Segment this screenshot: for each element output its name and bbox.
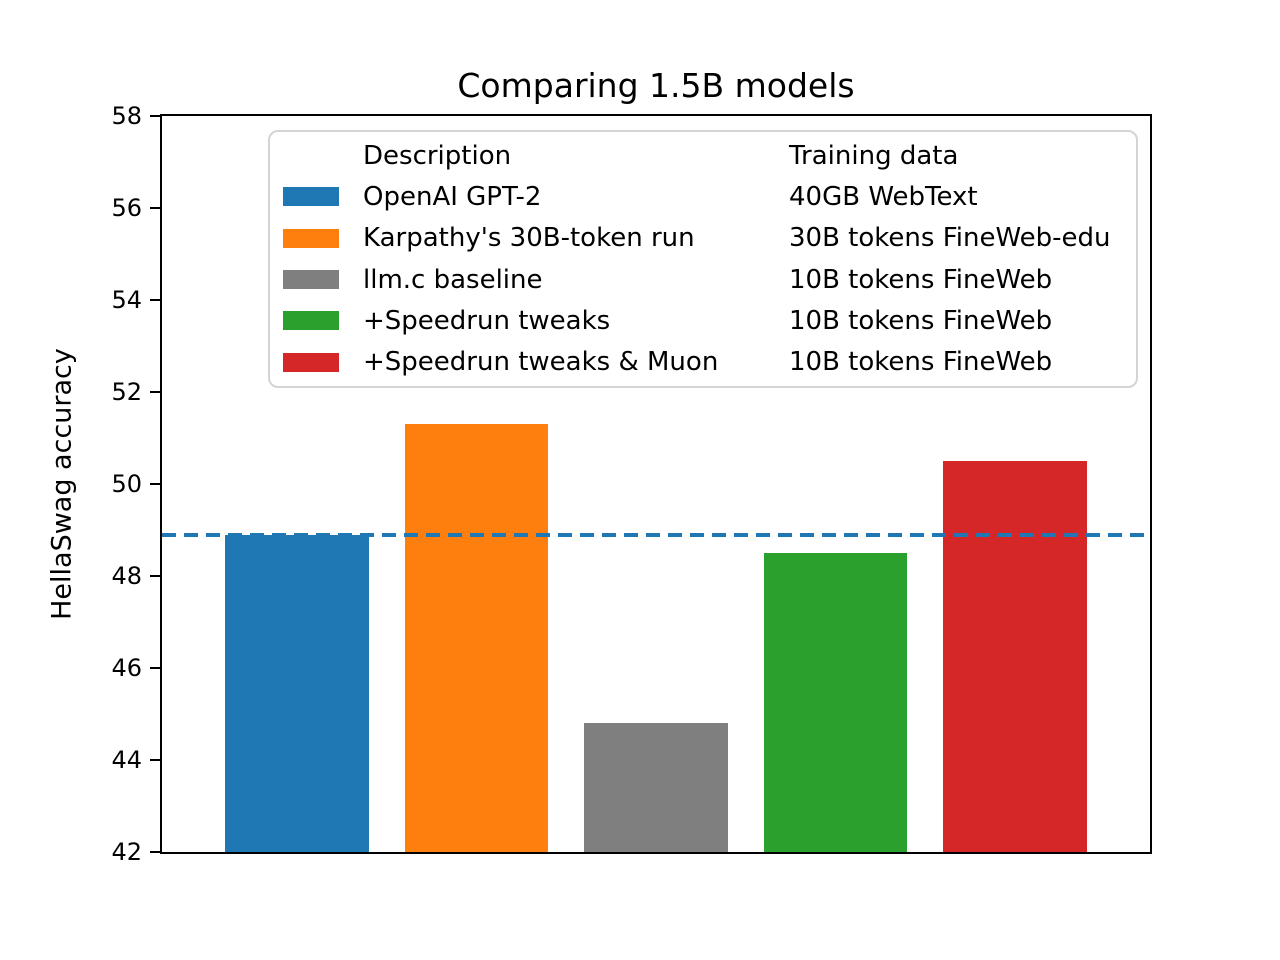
y-tick-label: 42 xyxy=(111,838,142,866)
legend-row-header: Description Training data xyxy=(283,135,1128,176)
y-tick-label: 50 xyxy=(111,470,142,498)
y-tick-label: 54 xyxy=(111,286,142,314)
y-tick-mark xyxy=(150,299,160,301)
y-tick-label: 58 xyxy=(111,102,142,130)
reference-line xyxy=(162,532,1150,537)
legend-training-data: 40GB WebText xyxy=(789,181,978,212)
y-tick-mark xyxy=(150,483,160,485)
legend-swatch xyxy=(283,187,339,207)
chart-title: Comparing 1.5B models xyxy=(457,66,855,105)
y-tick-label: 52 xyxy=(111,378,142,406)
legend-row-0: OpenAI GPT-2 40GB WebText xyxy=(283,176,1128,217)
legend-training-data: Training data xyxy=(789,140,959,171)
legend-description: Karpathy's 30B-token run xyxy=(363,223,695,254)
legend-training-data: 10B tokens FineWeb xyxy=(789,305,1053,336)
legend-swatch xyxy=(283,228,339,248)
bar-speedrun-tweaks-muon xyxy=(943,461,1088,852)
y-tick-mark xyxy=(150,667,160,669)
legend-description: Description xyxy=(363,140,512,171)
legend-row-2: llm.c baseline 10B tokens FineWeb xyxy=(283,259,1128,300)
y-tick-mark xyxy=(150,851,160,853)
legend-description: OpenAI GPT-2 xyxy=(363,181,542,212)
y-tick-mark xyxy=(150,759,160,761)
y-tick-mark xyxy=(150,575,160,577)
y-tick-mark xyxy=(150,115,160,117)
legend-swatch xyxy=(283,270,339,290)
legend-swatch xyxy=(283,352,339,372)
bar-speedrun-tweaks xyxy=(763,553,908,852)
bar-karpathy-s-30b-token-run xyxy=(404,424,549,852)
legend-training-data: 10B tokens FineWeb xyxy=(789,264,1053,295)
y-tick-mark xyxy=(150,207,160,209)
y-tick-label: 56 xyxy=(111,194,142,222)
bar-llm-c-baseline xyxy=(584,723,728,852)
legend: Description Training data OpenAI GPT-2 40GB… xyxy=(268,130,1138,388)
legend-swatch xyxy=(283,311,339,331)
legend-training-data: 30B tokens FineWeb-edu xyxy=(789,223,1111,254)
y-tick-label: 44 xyxy=(111,746,142,774)
legend-description: llm.c baseline xyxy=(363,264,543,295)
y-tick-mark xyxy=(150,391,160,393)
legend-swatch-placeholder xyxy=(283,146,339,165)
y-tick-label: 46 xyxy=(111,654,142,682)
legend-description: +Speedrun tweaks & Muon xyxy=(363,347,719,378)
bar-openai-gpt-2 xyxy=(224,534,369,852)
legend-training-data: 10B tokens FineWeb xyxy=(789,347,1053,378)
legend-row-3: +Speedrun tweaks 10B tokens FineWeb xyxy=(283,300,1128,341)
legend-row-4: +Speedrun tweaks & Muon 10B tokens FineWe… xyxy=(283,342,1128,383)
y-axis-label: HellaSwag accuracy xyxy=(46,348,78,620)
legend-row-1: Karpathy's 30B-token run 30B tokens FineW… xyxy=(283,218,1128,259)
y-tick-label: 48 xyxy=(111,562,142,590)
legend-description: +Speedrun tweaks xyxy=(363,305,611,336)
